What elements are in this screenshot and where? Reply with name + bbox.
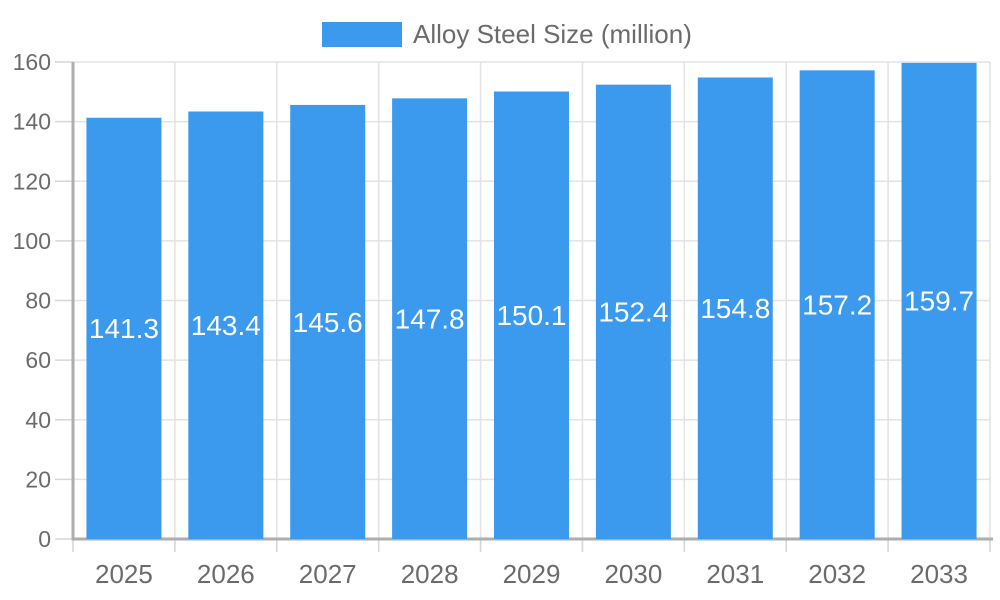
y-axis-label: 100	[13, 228, 51, 254]
y-axis-label: 0	[38, 526, 51, 552]
bar-2027[interactable]	[290, 104, 366, 540]
bar-2026[interactable]	[188, 111, 264, 540]
bar-2030[interactable]	[595, 84, 671, 539]
y-axis-label: 20	[25, 466, 51, 492]
bar-2028[interactable]	[392, 98, 468, 539]
x-axis-label: 2031	[706, 559, 764, 589]
bar-value-label: 157.2	[802, 289, 872, 320]
legend-label: Alloy Steel Size (million)	[413, 19, 692, 49]
y-axis-label: 120	[13, 168, 51, 194]
bar-value-label: 159.7	[904, 286, 974, 317]
x-axis-label: 2030	[604, 559, 662, 589]
y-axis-label: 60	[25, 347, 51, 373]
chart-legend[interactable]: Alloy Steel Size (million)	[322, 20, 692, 48]
y-axis-label: 160	[13, 49, 51, 75]
x-axis-label: 2026	[197, 559, 255, 589]
bar-2033[interactable]	[901, 62, 977, 539]
y-axis-label: 140	[13, 109, 51, 135]
bar-value-label: 154.8	[700, 293, 770, 324]
bar-value-label: 150.1	[496, 300, 566, 331]
x-axis-label: 2029	[503, 559, 561, 589]
legend-swatch-icon	[322, 21, 402, 47]
y-axis-label: 40	[25, 407, 51, 433]
x-axis-label: 2027	[299, 559, 357, 589]
bar-2031[interactable]	[697, 77, 773, 539]
bar-value-label: 152.4	[598, 297, 668, 328]
bar-value-label: 147.8	[395, 303, 465, 334]
bar-2032[interactable]	[799, 70, 875, 539]
x-axis-label: 2025	[95, 559, 153, 589]
x-axis-label: 2028	[401, 559, 459, 589]
bar-2025[interactable]	[86, 117, 162, 539]
bar-value-label: 143.4	[191, 310, 261, 341]
bar-value-label: 141.3	[89, 313, 159, 344]
x-axis-label: 2033	[910, 559, 968, 589]
x-axis-label: 2032	[808, 559, 866, 589]
bar-2029[interactable]	[494, 91, 569, 539]
bar-value-label: 145.6	[293, 307, 363, 338]
y-axis-label: 80	[25, 288, 51, 314]
